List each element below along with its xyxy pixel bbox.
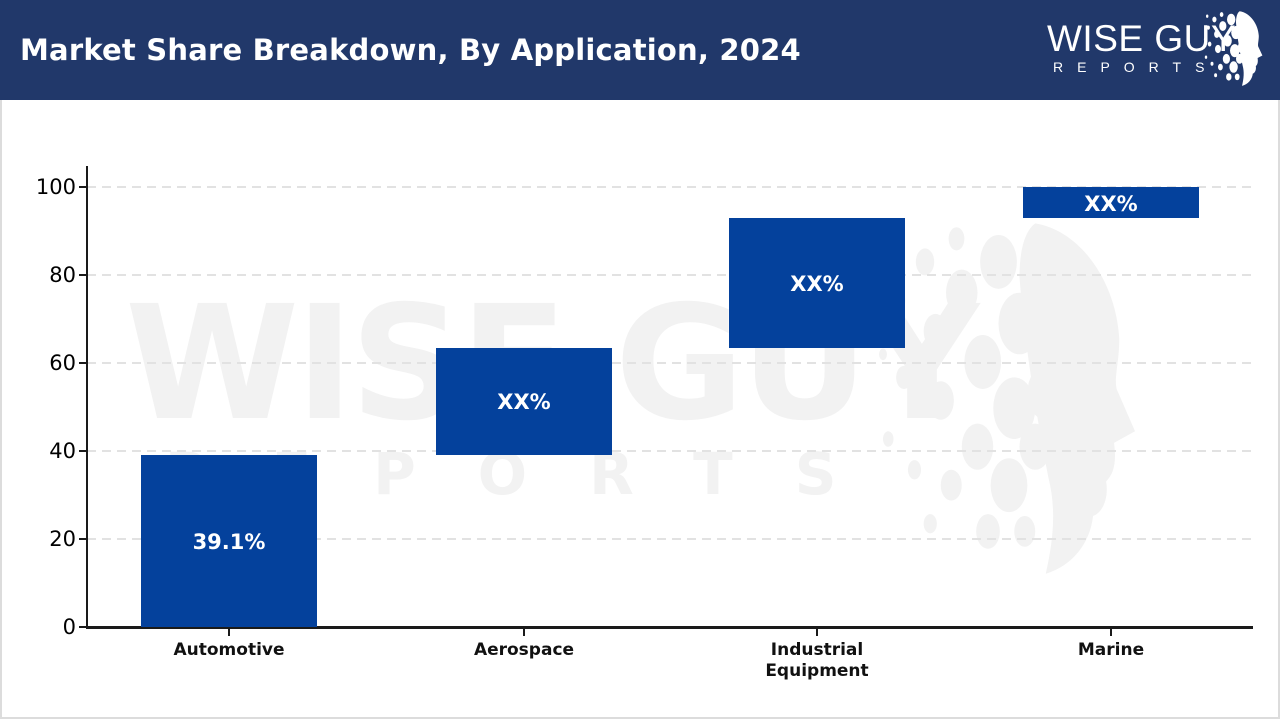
x-tick-mark-marine [1110, 629, 1112, 636]
gridline-20 [87, 538, 1253, 540]
y-tick-label-20: 20 [49, 527, 76, 551]
x-category-label-automotive: Automotive [173, 640, 285, 660]
x-category-label-marine: Marine [1077, 640, 1145, 660]
y-axis-line [86, 166, 88, 629]
watermark-head-icon [879, 223, 1135, 574]
bar-aerospace [436, 347, 612, 455]
x-category-label-industrial-equipment: Industrial Equipment [765, 640, 869, 681]
x-tick-mark-automotive [228, 629, 230, 636]
bar-value-label-industrial-equipment: XX% [790, 271, 844, 296]
x-tick-mark-industrial-equipment [816, 629, 818, 636]
wiseguy-logo: WISE GUY REPORTS [1007, 6, 1272, 94]
y-tick-mark-80 [79, 274, 87, 276]
y-tick-label-40: 40 [49, 439, 76, 463]
logo-subtext: REPORTS [1053, 58, 1219, 75]
bar-value-label-marine: XX% [1084, 191, 1138, 216]
y-tick-label-60: 60 [49, 351, 76, 375]
gridline-60 [87, 362, 1253, 364]
bar-automotive [141, 454, 317, 627]
bar-industrial-equipment [729, 218, 905, 348]
bar-value-label-aerospace: XX% [497, 390, 551, 415]
gridline-100 [87, 186, 1253, 188]
y-tick-label-0: 0 [62, 615, 76, 639]
x-category-label-aerospace: Aerospace [473, 640, 575, 660]
x-axis-line [87, 626, 1253, 629]
y-tick-label-80: 80 [49, 263, 76, 287]
x-tick-mark-aerospace [523, 629, 525, 636]
gridline-80 [87, 274, 1253, 276]
page-title: Market Share Breakdown, By Application, … [20, 33, 801, 67]
bar-marine [1023, 187, 1199, 219]
y-tick-mark-20 [79, 538, 87, 540]
y-tick-mark-40 [79, 450, 87, 452]
gridline-40 [87, 450, 1253, 452]
y-tick-label-100: 100 [35, 175, 76, 199]
header-bar: Market Share Breakdown, By Application, … [0, 0, 1280, 100]
bar-value-label-automotive: 39.1% [192, 529, 266, 554]
y-tick-mark-100 [79, 186, 87, 188]
y-tick-mark-0 [79, 626, 87, 628]
y-tick-mark-60 [79, 362, 87, 364]
